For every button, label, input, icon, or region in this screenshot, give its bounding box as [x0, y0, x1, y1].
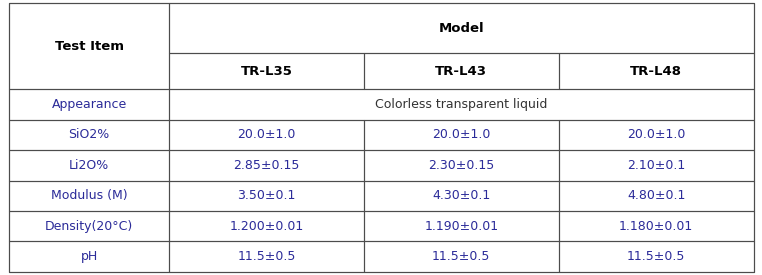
- Bar: [169, 3, 754, 53]
- Text: pH: pH: [81, 250, 98, 263]
- Text: 1.180±0.01: 1.180±0.01: [619, 220, 693, 233]
- Text: 3.50±0.1: 3.50±0.1: [237, 189, 296, 202]
- Text: 20.0±1.0: 20.0±1.0: [432, 128, 491, 141]
- Bar: [9, 120, 169, 150]
- Text: Test Item: Test Item: [55, 40, 123, 53]
- Text: 1.200±0.01: 1.200±0.01: [229, 220, 303, 233]
- Bar: [169, 150, 364, 180]
- Bar: [169, 120, 364, 150]
- Text: 2.10±0.1: 2.10±0.1: [627, 159, 685, 172]
- Bar: [559, 241, 754, 272]
- Text: TR-L35: TR-L35: [241, 65, 293, 78]
- Text: 1.190±0.01: 1.190±0.01: [424, 220, 498, 233]
- Text: 11.5±0.5: 11.5±0.5: [237, 250, 296, 263]
- Text: SiO2%: SiO2%: [69, 128, 110, 141]
- Bar: [169, 89, 754, 120]
- Text: Model: Model: [438, 22, 484, 35]
- Text: TR-L43: TR-L43: [435, 65, 488, 78]
- Bar: [169, 180, 364, 211]
- Text: 2.30±0.15: 2.30±0.15: [428, 159, 495, 172]
- Bar: [9, 180, 169, 211]
- Text: TR-L48: TR-L48: [630, 65, 682, 78]
- Text: 4.30±0.1: 4.30±0.1: [432, 189, 491, 202]
- Bar: [9, 211, 169, 241]
- Bar: [364, 211, 559, 241]
- Bar: [364, 120, 559, 150]
- Bar: [559, 120, 754, 150]
- Bar: [169, 53, 364, 89]
- Text: Modulus (M): Modulus (M): [51, 189, 127, 202]
- Bar: [169, 241, 364, 272]
- Bar: [364, 241, 559, 272]
- Bar: [364, 150, 559, 180]
- Bar: [559, 150, 754, 180]
- Bar: [559, 211, 754, 241]
- Bar: [364, 180, 559, 211]
- Text: 20.0±1.0: 20.0±1.0: [237, 128, 296, 141]
- Bar: [9, 241, 169, 272]
- Bar: [9, 3, 169, 89]
- Bar: [169, 211, 364, 241]
- Text: 2.85±0.15: 2.85±0.15: [233, 159, 299, 172]
- Bar: [9, 89, 169, 120]
- Bar: [364, 53, 559, 89]
- Text: Appearance: Appearance: [52, 98, 126, 111]
- Text: Colorless transparent liquid: Colorless transparent liquid: [375, 98, 548, 111]
- Bar: [559, 53, 754, 89]
- Bar: [9, 150, 169, 180]
- Bar: [559, 180, 754, 211]
- Text: 11.5±0.5: 11.5±0.5: [627, 250, 685, 263]
- Text: Density(20°C): Density(20°C): [45, 220, 133, 233]
- Text: 20.0±1.0: 20.0±1.0: [627, 128, 685, 141]
- Text: 4.80±0.1: 4.80±0.1: [627, 189, 685, 202]
- Text: Li2O%: Li2O%: [69, 159, 109, 172]
- Text: 11.5±0.5: 11.5±0.5: [432, 250, 491, 263]
